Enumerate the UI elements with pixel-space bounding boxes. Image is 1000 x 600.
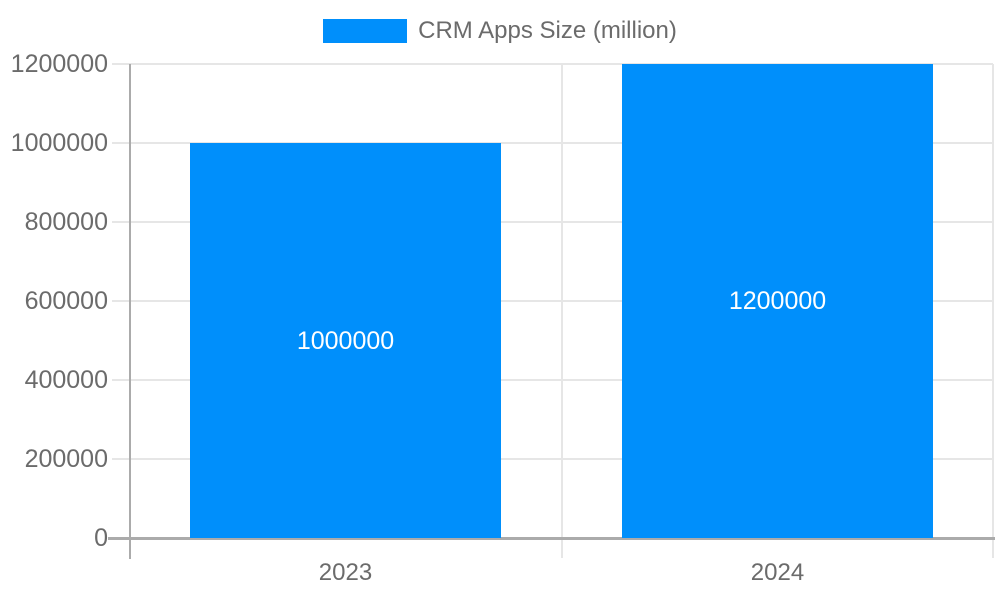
y-axis-tick-label: 800000 (24, 208, 108, 236)
legend-swatch (323, 19, 408, 43)
y-axis-tick-label: 0 (94, 524, 108, 552)
y-axis-tick-label: 200000 (24, 445, 108, 473)
horizontal-gridline (112, 63, 993, 65)
bar-value-label: 1000000 (296, 326, 395, 355)
y-axis-line (129, 64, 131, 559)
y-axis-tick-label: 600000 (24, 287, 108, 315)
x-axis-line (108, 537, 995, 540)
horizontal-gridline (112, 379, 993, 381)
bar-2024[interactable]: 1200000 (622, 64, 933, 538)
horizontal-gridline (112, 142, 993, 144)
legend[interactable]: CRM Apps Size (million) (0, 18, 1000, 44)
x-axis-label-2023: 2023 (318, 559, 373, 586)
y-axis-tick-label: 400000 (24, 366, 108, 394)
horizontal-gridline (112, 221, 993, 223)
x-axis-label-2024: 2024 (750, 559, 805, 586)
vertical-gridline-right-edge (992, 64, 994, 558)
bar-value-label: 1200000 (728, 287, 827, 315)
y-axis-tick-label: 1200000 (10, 50, 108, 78)
bar-2023[interactable]: 1000000 (190, 143, 501, 538)
legend-label: CRM Apps Size (million) (418, 17, 677, 44)
horizontal-gridline (112, 300, 993, 302)
y-axis-tick-label: 1000000 (10, 129, 108, 157)
horizontal-gridline (112, 458, 993, 460)
vertical-gridline-category-divider (561, 64, 563, 558)
